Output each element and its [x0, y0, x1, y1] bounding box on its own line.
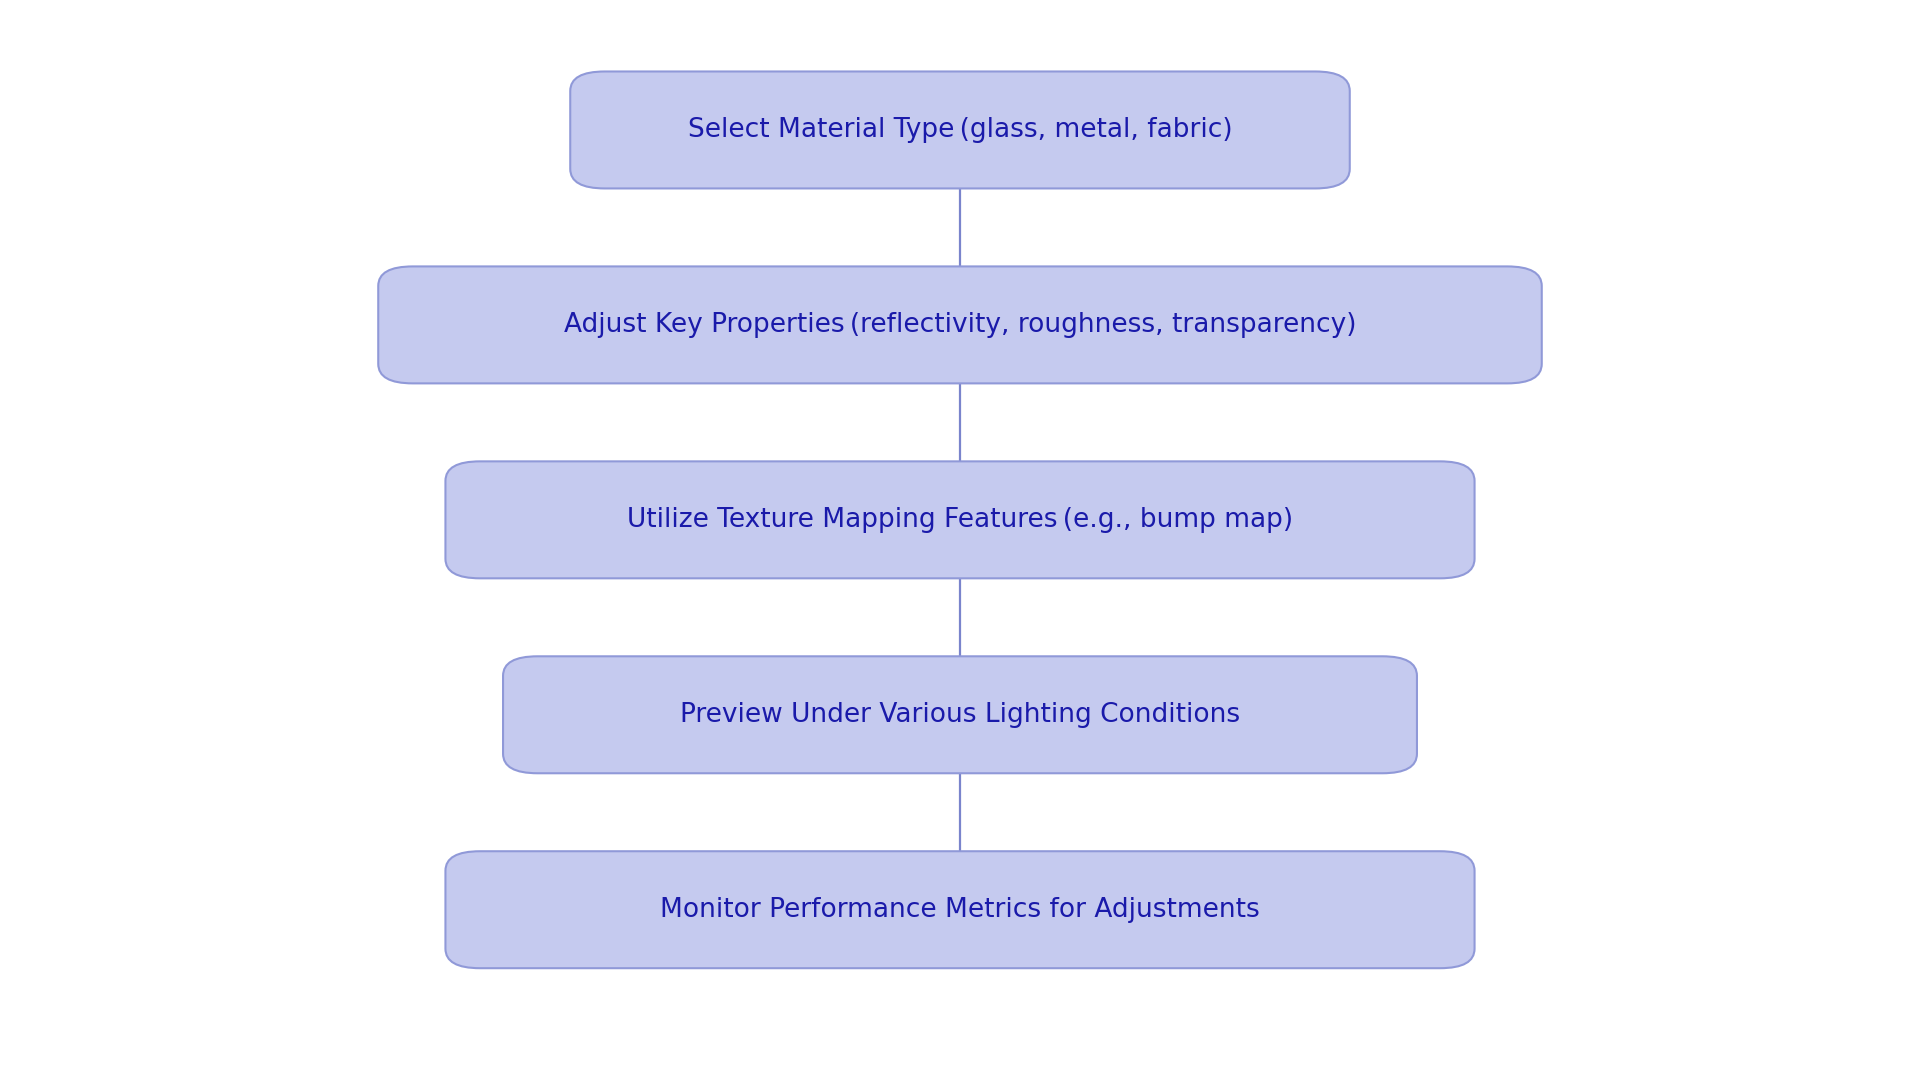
FancyBboxPatch shape: [445, 461, 1475, 578]
Text: Preview Under Various Lighting Conditions: Preview Under Various Lighting Condition…: [680, 702, 1240, 728]
Text: Monitor Performance Metrics for Adjustments: Monitor Performance Metrics for Adjustme…: [660, 897, 1260, 923]
Text: Select Material Type (glass, metal, fabric): Select Material Type (glass, metal, fabr…: [687, 117, 1233, 143]
FancyBboxPatch shape: [570, 71, 1350, 188]
FancyBboxPatch shape: [445, 851, 1475, 968]
Text: Adjust Key Properties (reflectivity, roughness, transparency): Adjust Key Properties (reflectivity, rou…: [564, 312, 1356, 338]
FancyBboxPatch shape: [503, 656, 1417, 773]
Text: Utilize Texture Mapping Features (e.g., bump map): Utilize Texture Mapping Features (e.g., …: [628, 507, 1292, 533]
FancyBboxPatch shape: [378, 266, 1542, 383]
